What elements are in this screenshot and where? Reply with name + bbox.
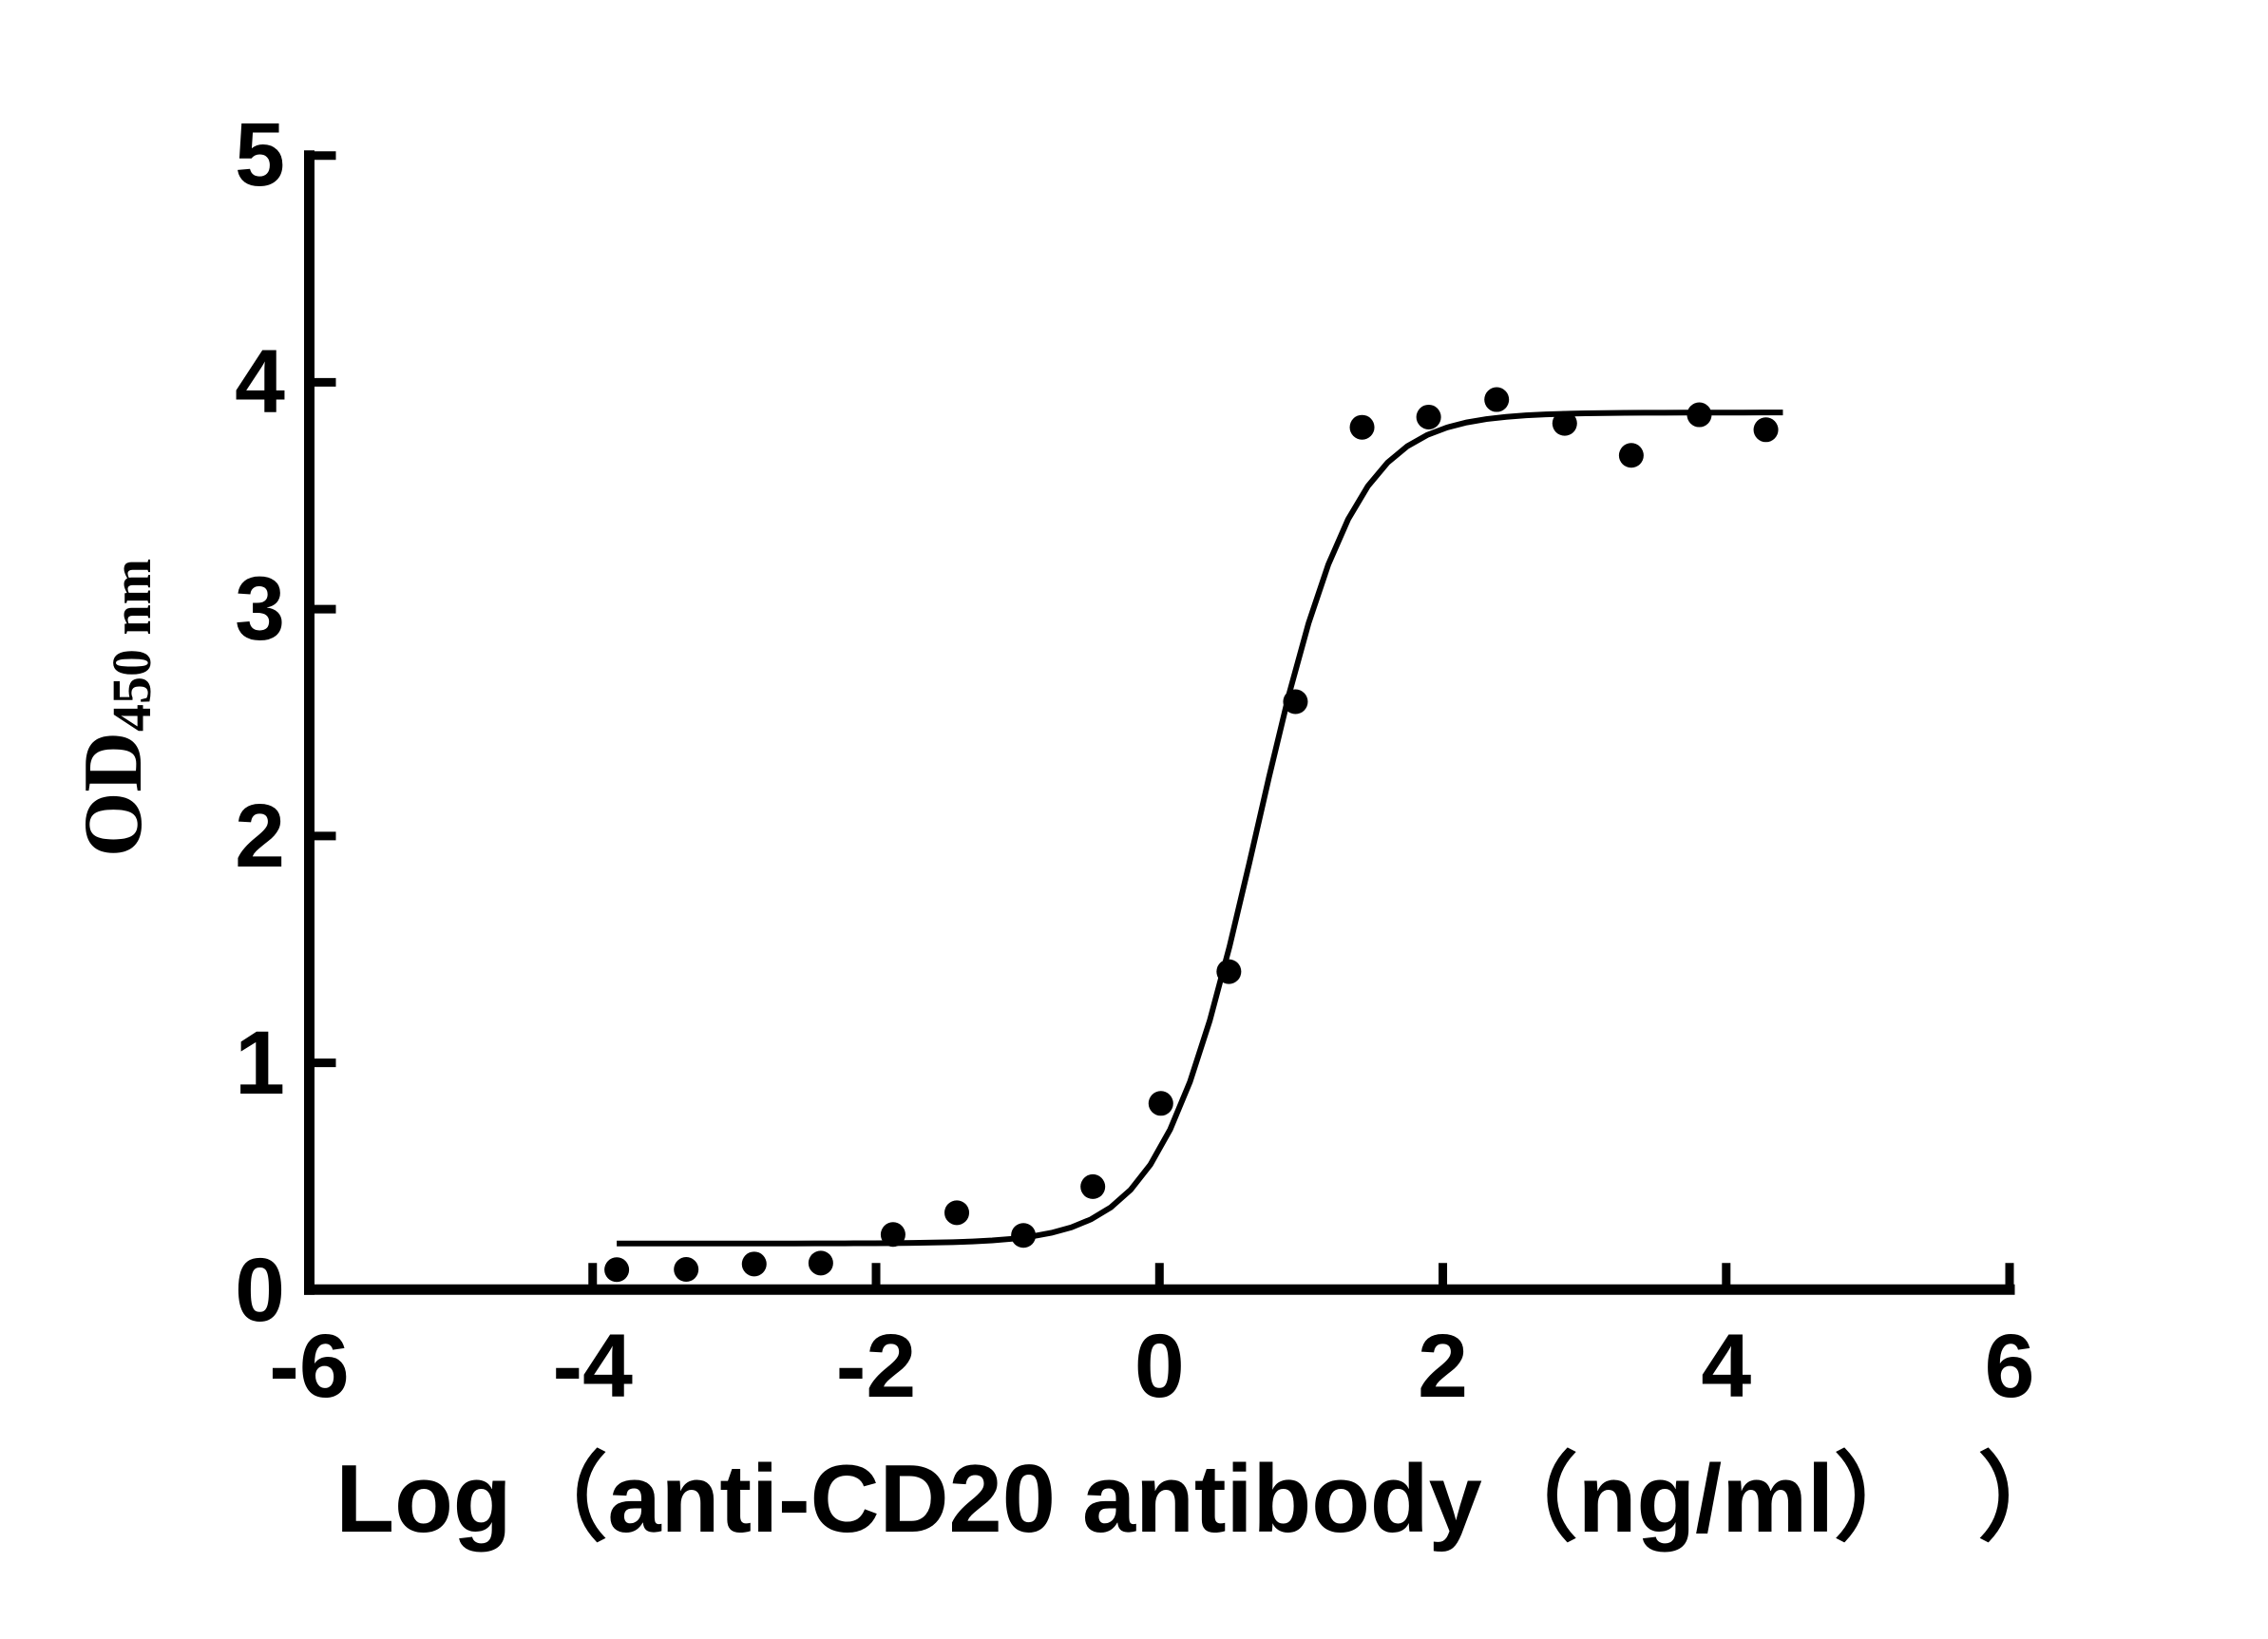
svg-text:-6: -6 (269, 1316, 349, 1417)
svg-text:2: 2 (235, 786, 285, 886)
svg-text:5: 5 (235, 105, 285, 205)
svg-text:6: 6 (1985, 1316, 2035, 1417)
svg-text:2: 2 (1418, 1316, 1468, 1417)
svg-text:-2: -2 (836, 1316, 916, 1417)
svg-text:4: 4 (1701, 1316, 1751, 1417)
svg-text:3: 3 (235, 559, 285, 659)
svg-text:1: 1 (235, 1013, 285, 1114)
svg-text:Log（anti-CD20 antibody（ng/ml）: Log（anti-CD20 antibody（ng/ml） ） (335, 1446, 2073, 1553)
svg-text:-4: -4 (553, 1316, 634, 1417)
svg-text:0: 0 (1134, 1316, 1185, 1417)
svg-text:4: 4 (235, 332, 285, 432)
